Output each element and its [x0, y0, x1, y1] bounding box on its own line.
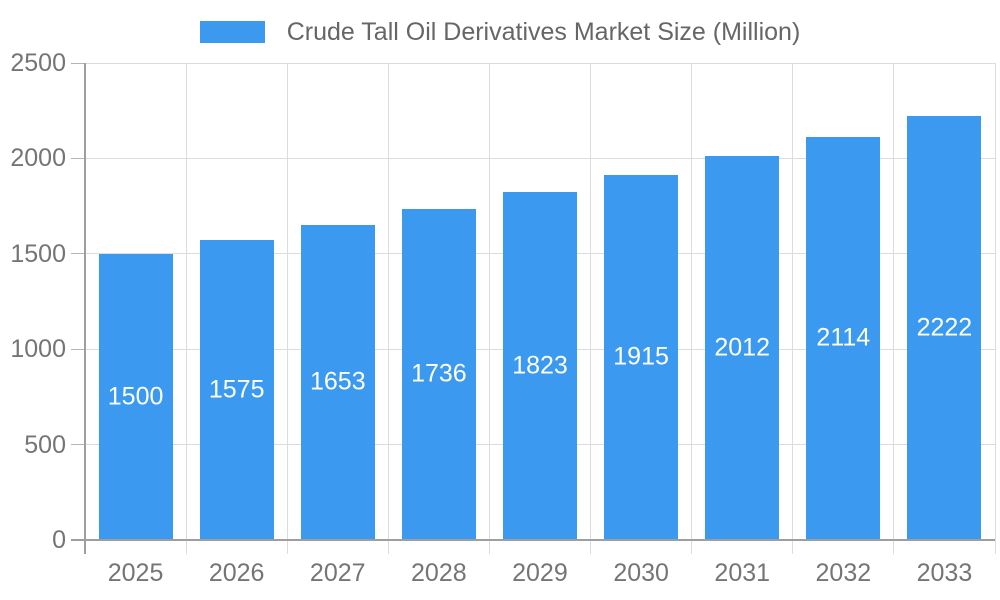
- bar-value-label: 1915: [613, 342, 669, 371]
- bar: 1736: [401, 208, 476, 540]
- y-axis-label: 0: [52, 526, 66, 554]
- bar: 2012: [705, 156, 780, 540]
- bar-value-label: 2012: [714, 333, 770, 362]
- y-axis-label: 2000: [10, 144, 66, 173]
- x-gridline: [691, 63, 693, 554]
- x-axis-label: 2029: [512, 559, 568, 587]
- x-gridline: [488, 63, 490, 554]
- bar-value-label: 1575: [208, 375, 265, 404]
- bar-value-label: 1823: [512, 351, 568, 380]
- x-axis-label: 2025: [107, 559, 164, 587]
- x-axis-label: 2028: [411, 559, 467, 587]
- legend: Crude Tall Oil Derivatives Market Size (…: [0, 17, 1000, 47]
- y-axis-label: 1500: [10, 239, 66, 268]
- x-axis-label: 2032: [815, 559, 872, 587]
- bar: 2222: [907, 116, 982, 540]
- bar-value-label: 2222: [916, 313, 973, 342]
- bar-value-label: 1500: [107, 382, 164, 411]
- legend-label: Crude Tall Oil Derivatives Market Size (…: [286, 17, 801, 46]
- bar-value-label: 2114: [816, 323, 871, 352]
- y-axis-label: 500: [24, 430, 66, 459]
- x-axis-label: 2031: [714, 559, 771, 587]
- x-axis-label: 2027: [309, 559, 366, 587]
- x-gridline: [286, 63, 288, 554]
- y-axis-line: [84, 63, 86, 554]
- bar: 2114: [806, 136, 881, 540]
- y-axis-tick: [71, 253, 85, 255]
- bar-value-label: 1653: [309, 367, 366, 396]
- y-axis-tick: [71, 157, 85, 159]
- y-axis-tick: [71, 62, 85, 64]
- bar: 1575: [199, 239, 274, 540]
- y-axis-label: 1000: [10, 335, 66, 364]
- x-gridline: [792, 63, 794, 554]
- bar: 1653: [300, 224, 375, 540]
- x-gridline: [893, 63, 895, 554]
- y-axis-label: 2500: [10, 49, 66, 77]
- x-gridline: [994, 63, 996, 554]
- x-axis-label: 2026: [208, 559, 265, 587]
- x-axis-label: 2030: [613, 559, 669, 587]
- x-gridline: [387, 63, 389, 554]
- legend-swatch: [199, 21, 265, 43]
- y-gridline: [85, 62, 995, 64]
- x-gridline: [590, 63, 592, 554]
- bar: 1915: [604, 174, 679, 540]
- y-axis-tick: [71, 348, 85, 350]
- bar: 1823: [503, 192, 577, 540]
- y-gridline: [85, 157, 995, 159]
- y-axis-tick: [71, 444, 85, 446]
- x-axis-line: [71, 539, 995, 541]
- bar: 1500: [98, 253, 173, 540]
- bar-value-label: 1736: [411, 359, 467, 388]
- x-axis-label: 2033: [916, 559, 973, 587]
- x-gridline: [185, 63, 187, 554]
